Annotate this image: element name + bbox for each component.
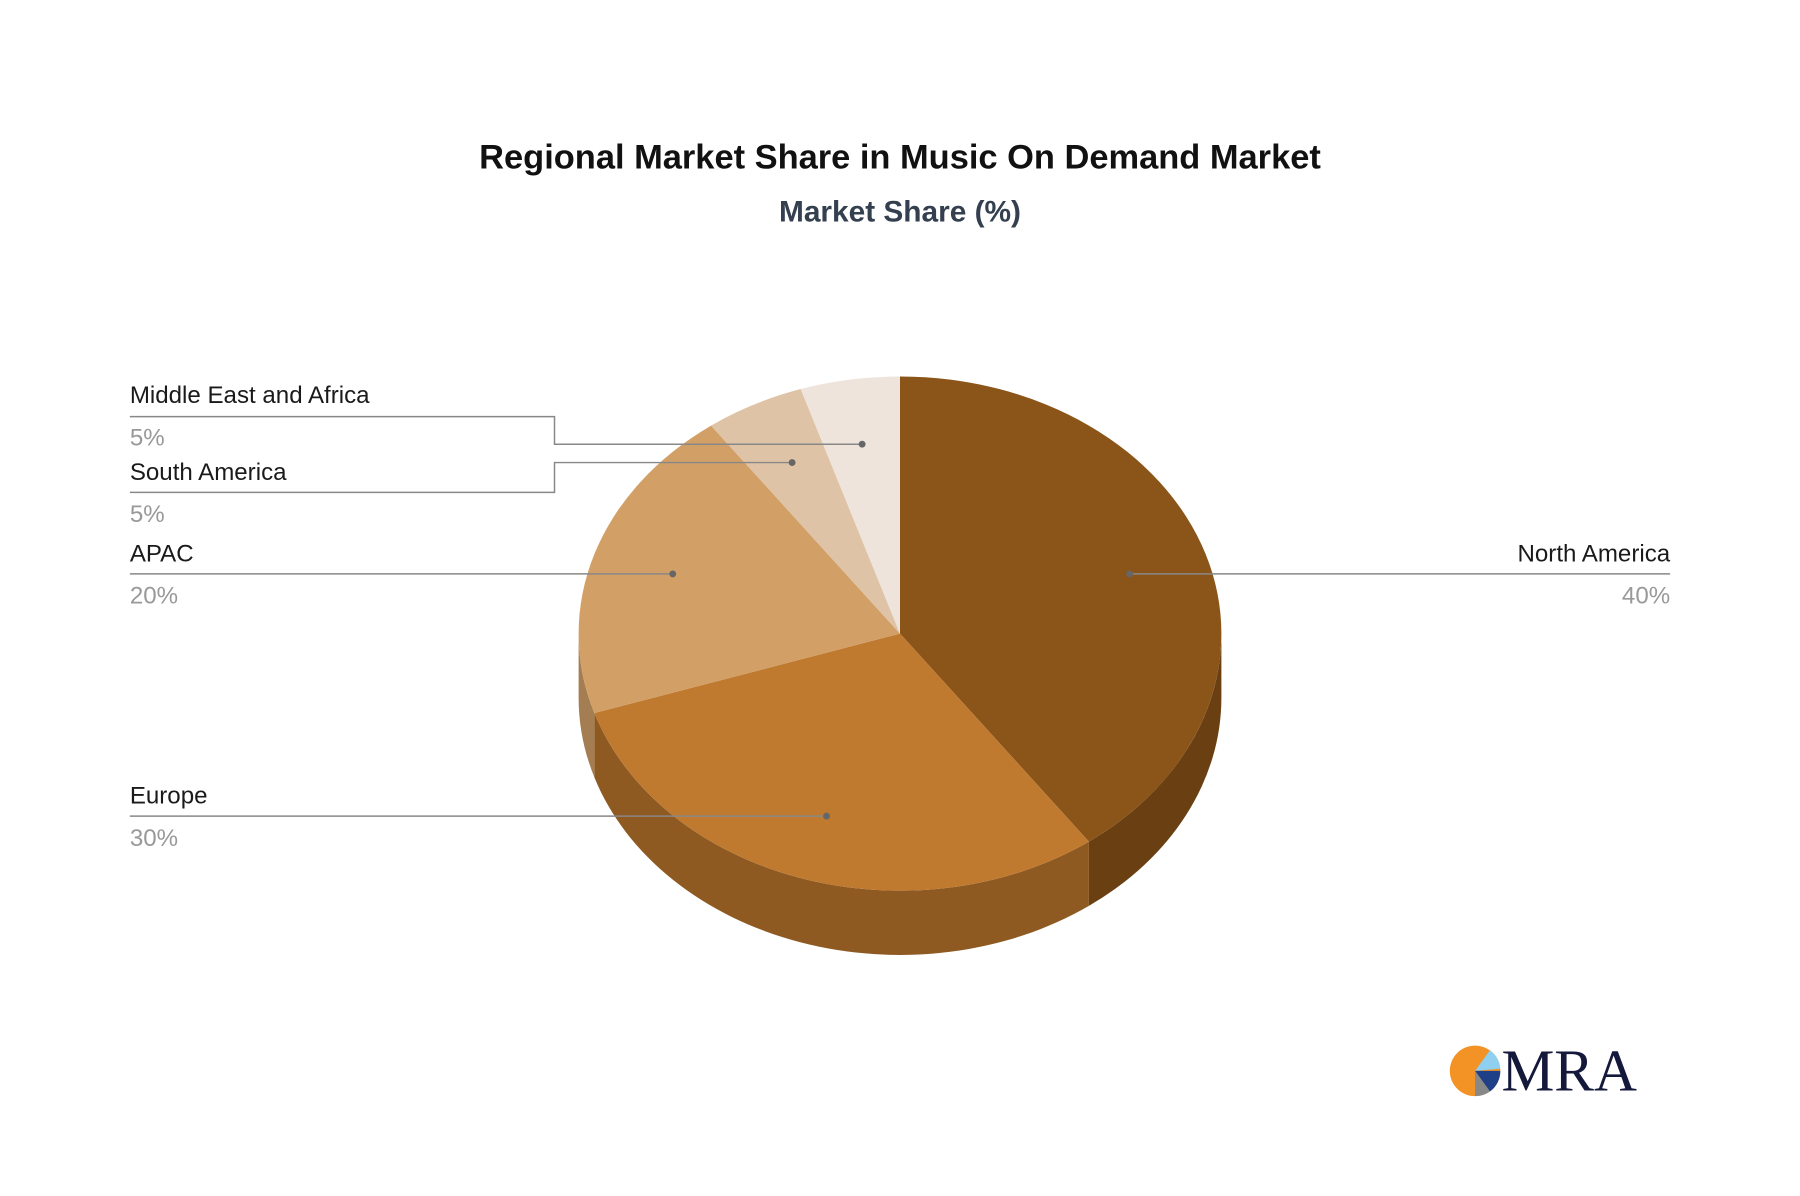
- slice-side-north-america: [1088, 633, 1222, 906]
- leader-dot-middle-east-africa: [858, 440, 866, 448]
- slice-south-america[interactable]: [711, 389, 900, 634]
- chart-subtitle: Market Share (%): [779, 196, 1021, 229]
- logo-pie-icon: [1449, 1045, 1501, 1097]
- mra-logo: MRA: [1449, 1037, 1637, 1103]
- leader-dot-europe: [823, 812, 830, 820]
- leader-dot-south-america: [788, 459, 796, 467]
- value-south-america: 5%: [130, 501, 165, 528]
- slice-side-apac: [578, 633, 595, 778]
- label-europe: Europe: [130, 782, 208, 809]
- leader-line-south-america: [129, 461, 793, 494]
- slice-north-america[interactable]: [900, 376, 1222, 842]
- value-apac: 20%: [130, 583, 178, 610]
- slice-middle-east-africa[interactable]: [800, 376, 900, 634]
- chart-title: Regional Market Share in Music On Demand…: [479, 139, 1321, 177]
- slice-apac[interactable]: [578, 425, 900, 714]
- leader-dot-north-america: [1126, 570, 1134, 578]
- logo-text: MRA: [1501, 1037, 1636, 1103]
- value-north-america: 40%: [1622, 583, 1670, 610]
- label-south-america: South America: [130, 459, 287, 486]
- leader-line-middle-east-africa: [129, 415, 863, 445]
- label-north-america: North America: [1518, 540, 1671, 567]
- value-middle-east-africa: 5%: [130, 424, 165, 451]
- label-apac: APAC: [130, 540, 194, 567]
- slice-side-europe: [594, 713, 1089, 955]
- leader-dot-apac: [669, 570, 677, 578]
- label-middle-east-africa: Middle East and Africa: [130, 382, 370, 409]
- value-europe: 30%: [130, 825, 178, 852]
- slice-europe[interactable]: [594, 633, 1089, 891]
